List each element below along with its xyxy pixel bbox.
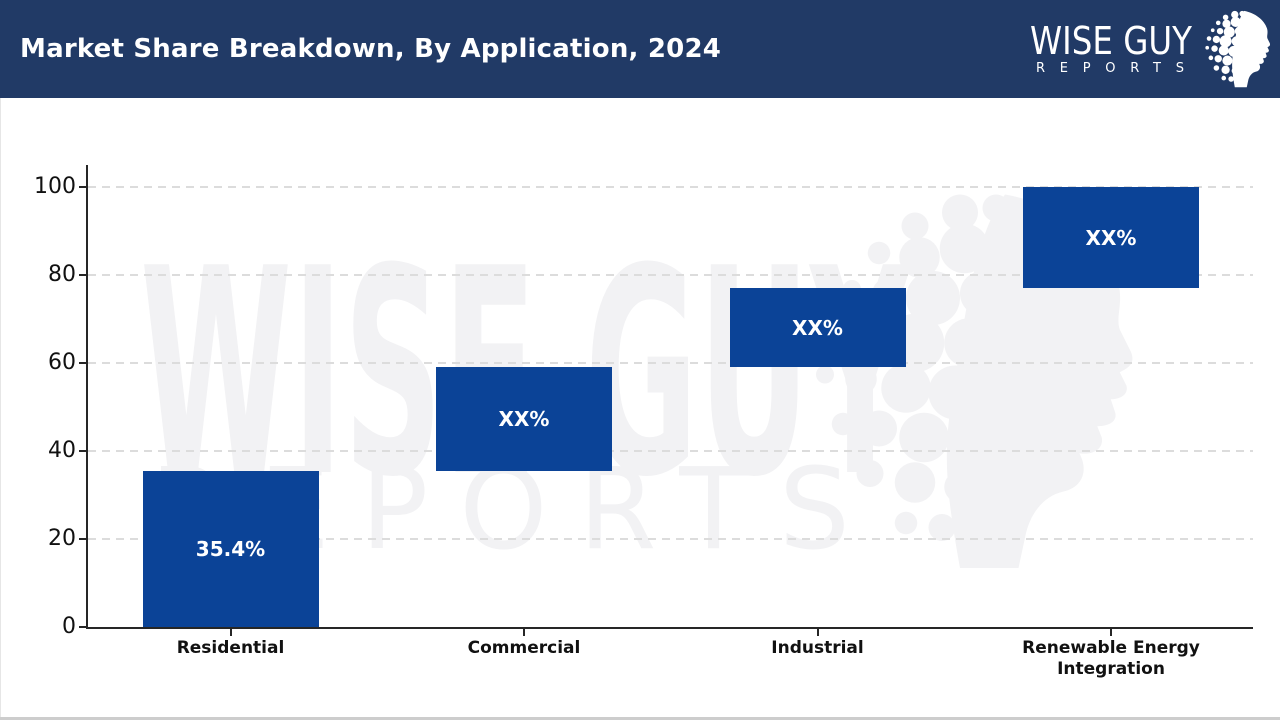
bar-industrial: XX%: [729, 288, 906, 368]
x-tick-mark: [1110, 629, 1112, 636]
page-title: Market Share Breakdown, By Application, …: [20, 34, 722, 64]
x-axis-label: Renewable Energy Integration: [1022, 638, 1200, 679]
bar-value-label: 35.4%: [195, 537, 266, 562]
gridline: [88, 538, 1253, 540]
bottom-edge-divider: [0, 717, 1280, 720]
x-tick-mark: [816, 629, 819, 636]
y-tick-label: 20: [48, 526, 76, 551]
x-axis-label: Commercial: [467, 638, 581, 658]
gridline: [88, 274, 1253, 276]
logo-subtext: REPORTS: [1036, 61, 1184, 76]
bar-renewable-energy-integration: XX%: [1023, 187, 1199, 289]
bar-value-label: XX%: [792, 315, 843, 340]
bar-value-label: XX%: [1085, 225, 1137, 250]
header: Market Share Breakdown, By Application, …: [0, 0, 1280, 98]
y-tick-mark: [79, 362, 86, 364]
face-profile-logo-icon: [1205, 10, 1271, 88]
gridline: [88, 186, 1253, 188]
bar-residential: 35.4%: [142, 471, 319, 627]
y-axis-line: [86, 165, 88, 629]
y-tick-mark: [79, 186, 86, 188]
y-tick-mark: [79, 626, 86, 628]
y-tick-label: 40: [48, 438, 76, 463]
logo-wordmark: WISE GUY: [1030, 19, 1193, 63]
y-tick-mark: [79, 450, 86, 452]
wise-guy-logo: WISE GUY REPORTS: [1030, 10, 1271, 88]
y-tick-mark: [79, 538, 86, 540]
y-tick-label: 0: [62, 614, 76, 639]
y-tick-label: 80: [48, 262, 76, 287]
gridline: [88, 450, 1253, 452]
left-edge-divider: [0, 98, 1, 717]
x-axis-label: Residential: [176, 638, 285, 658]
x-axis-label: Industrial: [771, 638, 864, 658]
y-tick-label: 100: [34, 174, 76, 199]
x-axis-line: [86, 627, 1253, 629]
y-tick-mark: [79, 274, 86, 276]
x-tick-mark: [523, 629, 525, 636]
bar-value-label: XX%: [498, 407, 550, 432]
y-tick-label: 60: [48, 350, 76, 375]
x-tick-mark: [229, 629, 232, 636]
bar-commercial: XX%: [436, 367, 612, 472]
gridline: [88, 362, 1253, 364]
